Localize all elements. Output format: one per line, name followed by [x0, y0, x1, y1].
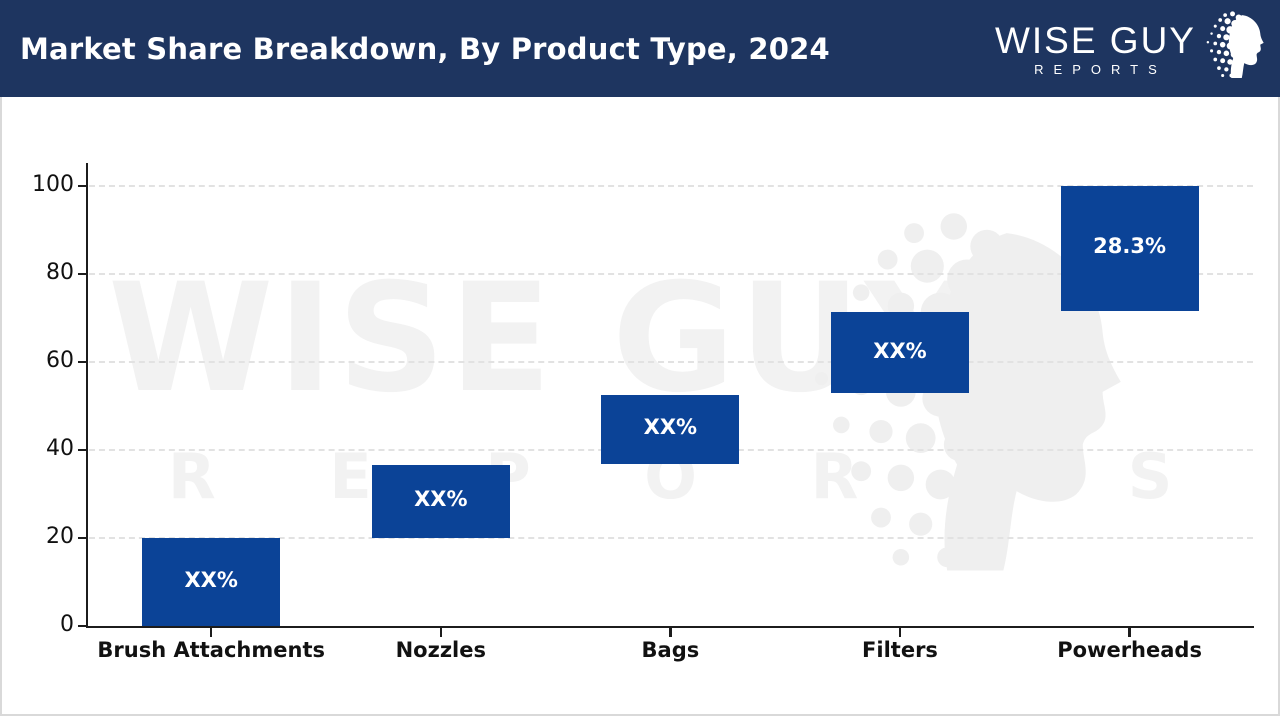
brand-subname: REPORTS [1034, 62, 1167, 77]
gridline-100 [89, 185, 1253, 187]
x-tick-mark [669, 627, 672, 637]
category-label-filters: Filters [862, 638, 938, 662]
y-tick-label-20: 20 [46, 524, 74, 549]
header-bar: Market Share Breakdown, By Product Type,… [0, 0, 1280, 97]
y-tick-label-100: 100 [32, 172, 74, 197]
face-profile-icon [1206, 11, 1264, 78]
category-label-bags: Bags [641, 638, 700, 662]
bar-nozzles [371, 464, 510, 538]
brand-logo-text: WISE GUY REPORTS [994, 20, 1196, 78]
page-title: Market Share Breakdown, By Product Type,… [20, 31, 830, 66]
watermark-brand-name: WISE GUY [108, 252, 978, 426]
y-tick-mark-0 [78, 624, 88, 628]
gridline-60 [89, 361, 1253, 363]
y-axis-line [85, 163, 88, 628]
y-tick-mark-60 [78, 360, 88, 364]
bar-value-label: XX% [184, 568, 238, 592]
bar-brush-attachments [142, 538, 281, 626]
y-tick-label-40: 40 [46, 436, 74, 461]
y-tick-label-0: 0 [60, 612, 74, 637]
bar-powerheads [1060, 186, 1199, 311]
y-tick-mark-80 [78, 272, 88, 276]
gridline-80 [89, 273, 1253, 275]
category-label-brush-attachments: Brush Attachments [97, 638, 325, 662]
y-tick-label-80: 80 [46, 260, 74, 285]
category-label-nozzles: Nozzles [395, 638, 486, 662]
bar-value-label: XX% [643, 415, 698, 440]
bar-value-label: 28.3% [1093, 234, 1167, 259]
y-tick-mark-100 [78, 184, 88, 188]
x-axis-line [85, 625, 1254, 628]
x-tick-mark [209, 627, 213, 637]
brand-name: WISE GUY [994, 20, 1196, 61]
bar-filters [831, 311, 969, 394]
y-tick-label-60: 60 [46, 348, 74, 373]
bar-value-label: XX% [873, 338, 927, 363]
category-label-powerheads: Powerheads [1057, 638, 1202, 662]
brand-logo: WISE GUY REPORTS [995, 7, 1272, 91]
bar-value-label: XX% [414, 487, 468, 512]
y-tick-mark-20 [78, 536, 88, 540]
bar-bags [601, 395, 740, 464]
x-tick-mark [1128, 627, 1131, 637]
gridline-20 [89, 537, 1253, 539]
y-tick-mark-40 [78, 448, 88, 452]
x-tick-mark [898, 627, 902, 637]
x-tick-mark [439, 627, 443, 637]
